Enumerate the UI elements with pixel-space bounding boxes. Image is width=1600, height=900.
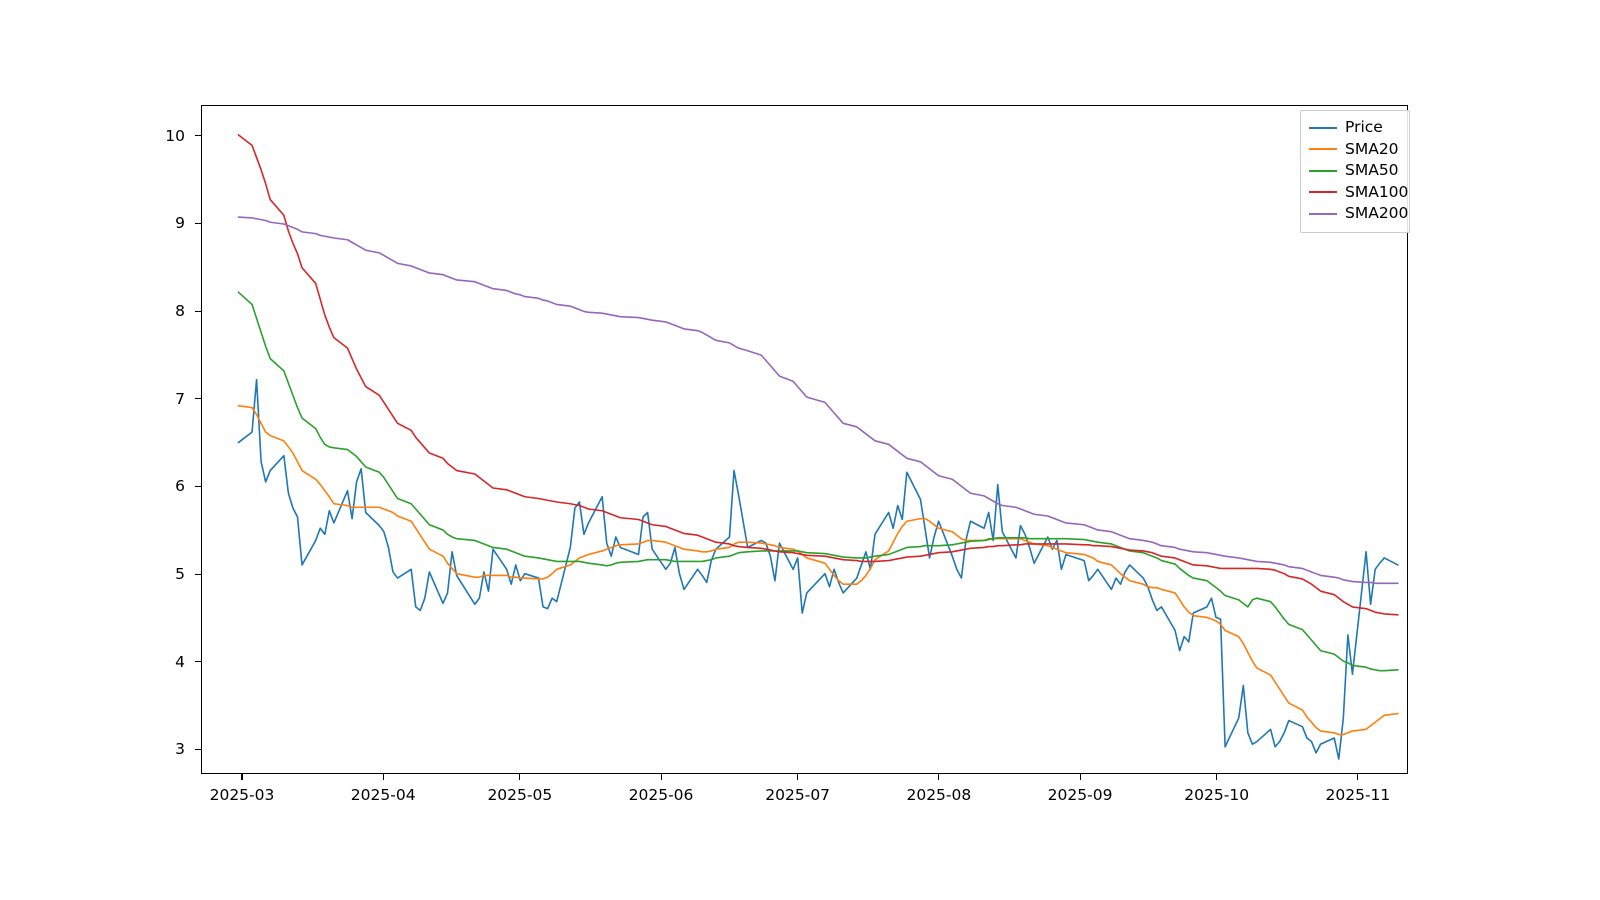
legend-label: SMA200: [1345, 204, 1409, 222]
y-tick-mark: [195, 485, 201, 487]
legend-swatch-sma100-icon: [1309, 191, 1337, 194]
x-tick-label: 2025-07: [765, 786, 831, 804]
series-line-price: [238, 380, 1398, 759]
series-line-sma20: [238, 406, 1398, 735]
x-tick-mark: [797, 774, 799, 780]
chart-legend: Price SMA20 SMA50 SMA100 SMA200: [1300, 110, 1410, 233]
x-tick-mark: [660, 774, 662, 780]
y-tick-label: 6: [175, 477, 185, 496]
x-tick-label: 2025-09: [1047, 786, 1113, 804]
legend-label: SMA50: [1345, 161, 1399, 179]
legend-label: SMA100: [1345, 182, 1409, 201]
legend-label: SMA20: [1345, 139, 1399, 158]
y-tick-mark: [195, 135, 201, 137]
y-tick-mark: [195, 222, 201, 224]
x-tick-mark: [519, 774, 521, 780]
y-tick-mark: [195, 310, 201, 312]
legend-item-sma50: SMA50: [1309, 160, 1401, 182]
legend-swatch-sma50-icon: [1309, 169, 1337, 172]
y-tick-label: 5: [175, 565, 185, 584]
x-tick-mark: [382, 774, 384, 780]
legend-swatch-sma200-icon: [1309, 212, 1337, 215]
x-tick-mark: [1216, 774, 1218, 780]
y-tick-label: 8: [175, 302, 185, 321]
series-line-sma50: [238, 292, 1398, 671]
y-tick-label: 4: [175, 652, 185, 671]
legend-label: Price: [1345, 118, 1383, 136]
y-tick-mark: [195, 661, 201, 663]
x-tick-label: 2025-05: [487, 786, 553, 804]
chart-lines: [202, 106, 1407, 773]
x-tick-label: 2025-06: [628, 786, 694, 804]
legend-swatch-price-icon: [1309, 126, 1337, 129]
series-line-sma200: [238, 217, 1398, 583]
x-tick-mark: [241, 774, 243, 780]
legend-item-price: Price: [1309, 117, 1401, 139]
y-tick-label: 9: [175, 214, 185, 233]
x-tick-mark: [1079, 774, 1081, 780]
series-line-sma100: [238, 135, 1398, 615]
legend-swatch-sma20-icon: [1309, 148, 1337, 151]
legend-item-sma100: SMA100: [1309, 182, 1408, 204]
x-tick-mark: [938, 774, 940, 780]
y-tick-label: 10: [165, 126, 185, 145]
y-tick-label: 7: [175, 389, 185, 408]
x-tick-label: 2025-10: [1184, 786, 1250, 804]
y-tick-mark: [195, 398, 201, 400]
x-tick-label: 2025-03: [209, 786, 275, 804]
legend-item-sma20: SMA20: [1309, 139, 1401, 161]
y-tick-label: 3: [175, 740, 185, 759]
x-tick-label: 2025-04: [350, 786, 416, 804]
x-tick-label: 2025-11: [1325, 786, 1391, 804]
y-tick-mark: [195, 573, 201, 575]
y-tick-mark: [195, 748, 201, 751]
x-tick-mark: [1357, 774, 1359, 780]
x-tick-label: 2025-08: [906, 786, 972, 804]
legend-item-sma200: SMA200: [1309, 203, 1408, 225]
plot-area: [201, 105, 1408, 774]
